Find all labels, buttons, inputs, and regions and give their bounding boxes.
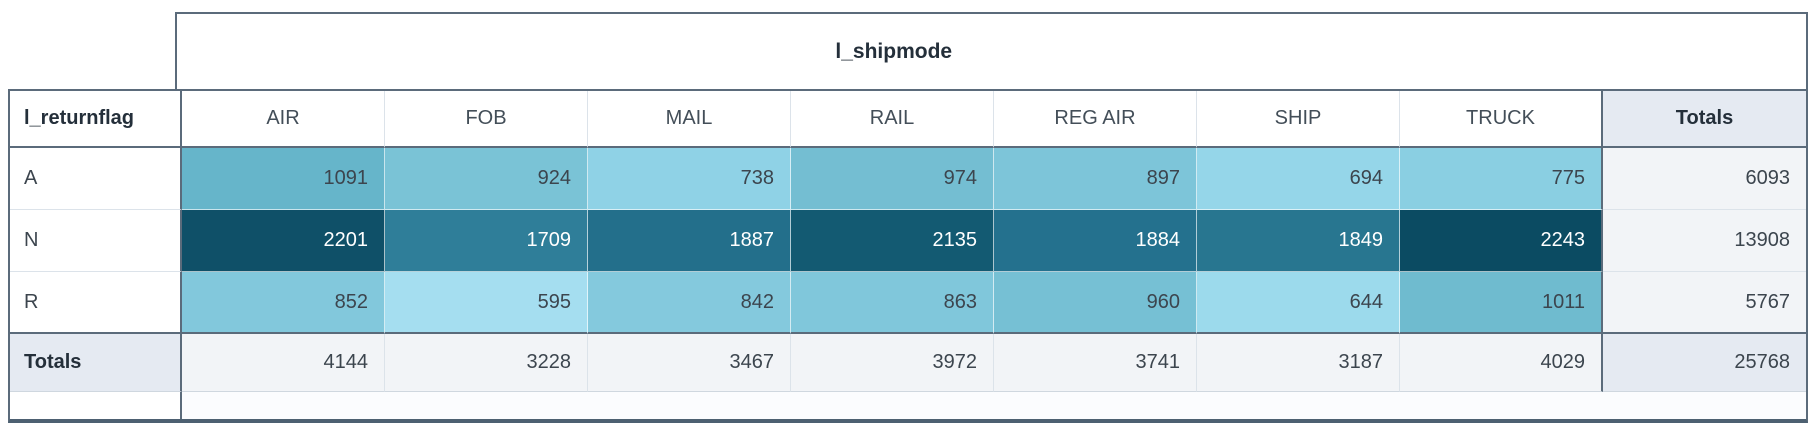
value-cell-r-reg-air[interactable]: 960: [994, 272, 1197, 334]
value-cell-a-ship[interactable]: 694: [1197, 148, 1400, 210]
value-cell-r-truck[interactable]: 1011: [1400, 272, 1603, 334]
value-cell-r-mail[interactable]: 842: [588, 272, 791, 334]
band-spacer: [8, 12, 175, 89]
column-total-mail[interactable]: 3467: [588, 334, 791, 392]
column-dimension-label: l_shipmode: [835, 39, 953, 63]
value-cell-a-mail[interactable]: 738: [588, 148, 791, 210]
column-total-reg-air[interactable]: 3741: [994, 334, 1197, 392]
value-cell-n-reg-air[interactable]: 1884: [994, 210, 1197, 272]
row-label-r: R: [10, 272, 182, 334]
value-cell-a-air[interactable]: 1091: [182, 148, 385, 210]
value-cell-r-ship[interactable]: 644: [1197, 272, 1400, 334]
row-total-n[interactable]: 13908: [1603, 210, 1806, 272]
value-cell-a-fob[interactable]: 924: [385, 148, 588, 210]
value-cell-a-rail[interactable]: 974: [791, 148, 994, 210]
column-header-reg-air[interactable]: REG AIR: [994, 91, 1197, 148]
value-cell-n-ship[interactable]: 1849: [1197, 210, 1400, 272]
row-label-n: N: [10, 210, 182, 272]
value-cell-n-mail[interactable]: 1887: [588, 210, 791, 272]
column-dimension-band: l_shipmode: [8, 12, 1808, 89]
column-header-totals[interactable]: Totals: [1603, 91, 1806, 148]
column-dimension-header: l_shipmode: [175, 12, 1808, 89]
column-total-truck[interactable]: 4029: [1400, 334, 1603, 392]
column-header-fob[interactable]: FOB: [385, 91, 588, 148]
row-total-a[interactable]: 6093: [1603, 148, 1806, 210]
value-cell-n-air[interactable]: 2201: [182, 210, 385, 272]
row-dimension-label: l_returnflag: [10, 91, 182, 148]
value-cell-n-truck[interactable]: 2243: [1400, 210, 1603, 272]
pivot-grid: l_returnflag AIR FOB MAIL RAIL REG AIR SHIP TRU…: [8, 89, 1808, 423]
row-label-a: A: [10, 148, 182, 210]
footer-row-label-area: [10, 392, 182, 419]
column-total-rail[interactable]: 3972: [791, 334, 994, 392]
value-cell-a-truck[interactable]: 775: [1400, 148, 1603, 210]
column-total-fob[interactable]: 3228: [385, 334, 588, 392]
row-total-r[interactable]: 5767: [1603, 272, 1806, 334]
column-header-ship[interactable]: SHIP: [1197, 91, 1400, 148]
value-cell-r-air[interactable]: 852: [182, 272, 385, 334]
column-total-ship[interactable]: 3187: [1197, 334, 1400, 392]
value-cell-n-fob[interactable]: 1709: [385, 210, 588, 272]
footer-area: [182, 392, 1806, 419]
value-cell-r-fob[interactable]: 595: [385, 272, 588, 334]
value-cell-n-rail[interactable]: 2135: [791, 210, 994, 272]
column-header-air[interactable]: AIR: [182, 91, 385, 148]
value-cell-a-reg-air[interactable]: 897: [994, 148, 1197, 210]
column-header-truck[interactable]: TRUCK: [1400, 91, 1603, 148]
pivot-table: l_shipmode l_returnflag AIR FOB MAIL RAIL REG…: [8, 12, 1808, 423]
totals-row-label: Totals: [10, 334, 182, 392]
value-cell-r-rail[interactable]: 863: [791, 272, 994, 334]
column-header-mail[interactable]: MAIL: [588, 91, 791, 148]
grand-total[interactable]: 25768: [1603, 334, 1806, 392]
column-header-rail[interactable]: RAIL: [791, 91, 994, 148]
column-total-air[interactable]: 4144: [182, 334, 385, 392]
